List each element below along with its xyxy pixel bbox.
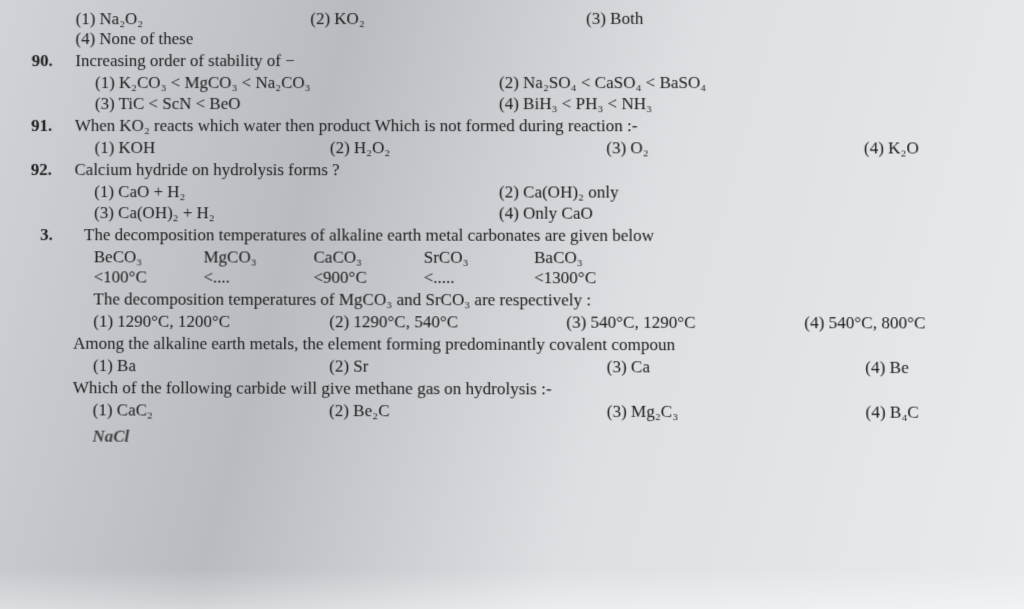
q92-row2: (3) Ca(OH)₂ + H₂ (4) Only CaO xyxy=(94,203,998,224)
q91-options: (1) KOH (2) H₂O₂ (3) O₂ (4) K₂O xyxy=(95,138,998,159)
q94-opt3: (3) Ca xyxy=(607,357,829,378)
q90-text: Increasing order of stability of − xyxy=(75,51,295,71)
q93-h1: BeCO₃ xyxy=(94,247,204,267)
prev-opt3: (3) Both xyxy=(586,9,807,29)
prev-question-options: (1) Na₂O₂ (2) KO₂ (3) Both (4) None of t… xyxy=(75,9,996,49)
q93-opt2: (2) 1290°C, 540°C xyxy=(329,312,530,333)
q94-text: Among the alkaline earth metals, the ele… xyxy=(73,334,675,356)
question-90: 90. Increasing order of stability of − xyxy=(32,51,997,71)
q95-opt4: (4) B₄C xyxy=(865,402,919,422)
q93-v1: <100°C xyxy=(94,267,204,287)
q92-opt2: (2) Ca(OH)₂ only xyxy=(499,182,907,203)
q91-opt2: (2) H₂O₂ xyxy=(330,138,570,158)
q93-text2-line: The decomposition temperatures of MgCO₃ … xyxy=(93,289,998,311)
q93-text2: The decomposition temperatures of MgCO₃ … xyxy=(93,289,591,310)
q93-opt4: (4) 540°C, 800°C xyxy=(804,313,925,334)
q91-opt3: (3) O₂ xyxy=(606,138,827,158)
q92-text: Calcium hydride on hydrolysis forms ? xyxy=(74,160,339,180)
q93-h3: CaCO₃ xyxy=(313,248,423,268)
page-glare xyxy=(0,569,1024,609)
q90-opt2: (2) Na₂SO₄ < CaSO₄ < BaSO₄ xyxy=(499,73,906,93)
q93-h5: BaCO₃ xyxy=(534,248,645,268)
q92-opt3: (3) Ca(OH)₂ + H₂ xyxy=(94,203,499,224)
question-93: 3. The decomposition temperatures of alk… xyxy=(30,225,998,246)
q93-h2: MgCO₃ xyxy=(203,247,313,267)
q90-opt3: (3) TiC < ScN < BeO xyxy=(95,94,499,114)
q91-number: 91. xyxy=(31,116,75,136)
q92-number: 92. xyxy=(31,160,75,180)
q93-opt3: (3) 540°C, 1290°C xyxy=(566,313,768,334)
q93-number: 3. xyxy=(40,225,84,245)
q91-text: When KO₂ reacts which water then product… xyxy=(75,116,638,136)
q91-opt4: (4) K₂O xyxy=(864,138,919,158)
question-91: 91. When KO₂ reacts which water then pro… xyxy=(31,116,997,136)
q95-options: (1) CaC₂ (2) Be₂C (3) Mg₂C₃ (4) B₄C xyxy=(93,400,1000,423)
q90-opt4: (4) BiH₃ < PH₃ < NH₃ xyxy=(499,94,906,114)
q90-row2: (3) TiC < ScN < BeO (4) BiH₃ < PH₃ < NH₃ xyxy=(95,94,997,114)
footer-text-line: NaCl xyxy=(92,427,999,450)
q94-opt4: (4) Be xyxy=(865,358,909,378)
q94-options: (1) Ba (2) Sr (3) Ca (4) Be xyxy=(93,356,999,379)
q93-options: (1) 1290°C, 1200°C (2) 1290°C, 540°C (3)… xyxy=(93,312,998,334)
question-95: Which of the following carbide will give… xyxy=(73,378,1000,401)
q90-row1: (1) K₂CO₃ < MgCO₃ < Na₂CO₃ (2) Na₂SO₄ < … xyxy=(95,73,997,93)
q94-opt2: (2) Sr xyxy=(329,356,570,377)
prev-opt4: (4) None of these xyxy=(75,29,193,49)
question-92: 92. Calcium hydride on hydrolysis forms … xyxy=(31,160,998,181)
q95-opt1: (1) CaC₂ xyxy=(93,400,293,421)
q94-opt1: (1) Ba xyxy=(93,356,293,377)
q93-v3: <900°C xyxy=(313,268,423,288)
q92-row1: (1) CaO + H₂ (2) Ca(OH)₂ only xyxy=(94,182,997,203)
q93-v5: <1300°C xyxy=(534,268,645,288)
q93-h4: SrCO₃ xyxy=(424,248,534,268)
q93-text: The decomposition temperatures of alkali… xyxy=(84,225,654,246)
prev-opt2: (2) KO₂ xyxy=(310,9,550,29)
q93-table-values: <100°C <.... <900°C <..... <1300°C xyxy=(94,267,999,289)
q93-v2: <.... xyxy=(203,267,313,287)
q93-table-header: BeCO₃ MgCO₃ CaCO₃ SrCO₃ BaCO₃ xyxy=(94,247,998,269)
q91-opt1: (1) KOH xyxy=(95,138,294,158)
q90-number: 90. xyxy=(32,51,76,71)
q90-opt1: (1) K₂CO₃ < MgCO₃ < Na₂CO₃ xyxy=(95,73,499,93)
q95-opt3: (3) Mg₂C₃ xyxy=(607,402,829,423)
q95-opt2: (2) Be₂C xyxy=(329,401,570,422)
q92-opt1: (1) CaO + H₂ xyxy=(94,182,499,202)
q95-text: Which of the following carbide will give… xyxy=(73,378,552,400)
footer-text: NaCl xyxy=(92,427,129,447)
q92-opt4: (4) Only CaO xyxy=(499,204,907,225)
question-94: Among the alkaline earth metals, the ele… xyxy=(73,334,999,356)
prev-opt1: (1) Na₂O₂ xyxy=(76,9,275,29)
q93-opt1: (1) 1290°C, 1200°C xyxy=(93,312,293,333)
q93-v4: <..... xyxy=(424,268,534,288)
